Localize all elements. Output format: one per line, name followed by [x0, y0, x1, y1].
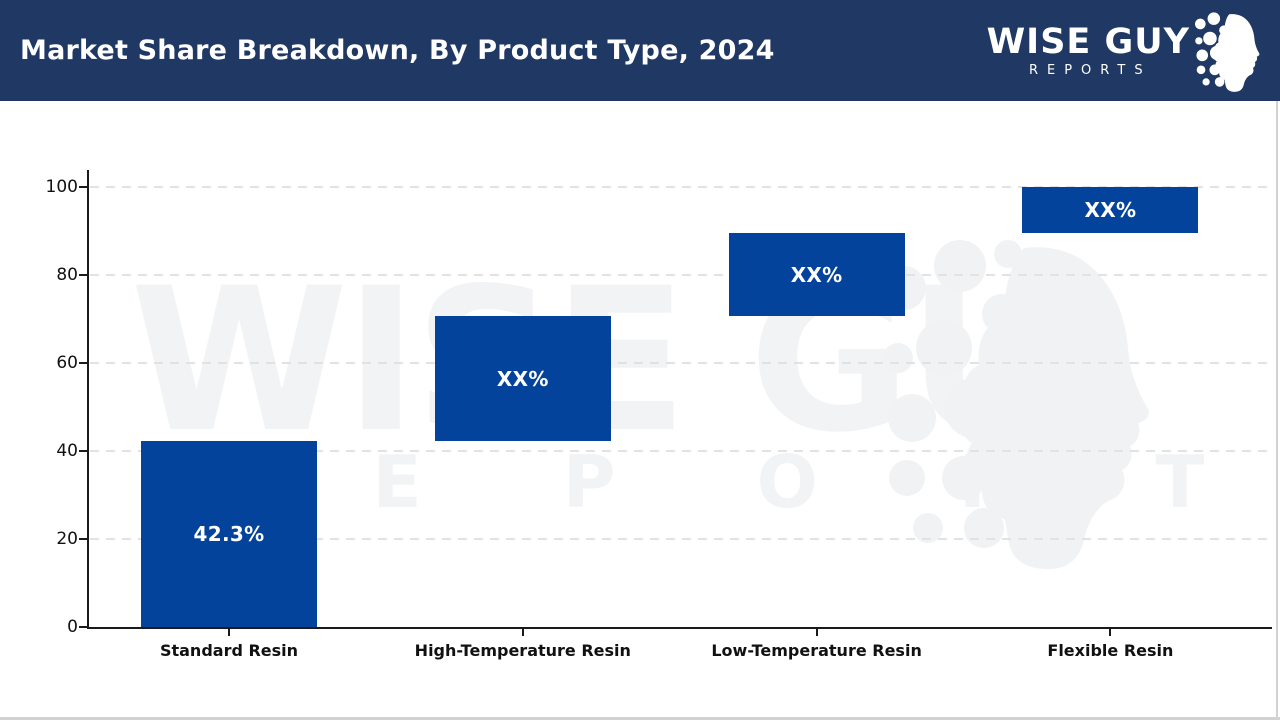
figure-right-border	[1276, 101, 1278, 720]
y-tick-label: 60	[56, 353, 78, 373]
x-tick-mark	[815, 629, 818, 636]
bar-flexible-resin: XX%	[1022, 187, 1199, 234]
y-tick-label: 20	[56, 529, 78, 549]
x-category-label: Standard Resin	[159, 641, 299, 660]
x-category-label: High-Temperature Resin	[414, 641, 631, 660]
y-tick-mark	[79, 186, 87, 188]
x-category-label: Low-Temperature Resin	[711, 641, 922, 660]
watermark-face-icon	[882, 240, 1149, 570]
bar-standard-resin: 42.3%	[141, 440, 317, 627]
y-tick-mark	[79, 626, 87, 628]
logo-face-icon	[1195, 12, 1260, 92]
bar-low-temperature-resin: XX%	[728, 233, 905, 317]
y-tick-label: 0	[67, 617, 78, 637]
gridline-y40	[90, 450, 1268, 452]
logo-text: WISE GUY REPORTS	[986, 22, 1190, 78]
y-tick-mark	[79, 362, 87, 364]
header: Market Share Breakdown, By Product Type,…	[0, 0, 1280, 101]
x-tick-mark	[1109, 629, 1112, 636]
y-tick-mark	[79, 538, 87, 540]
y-tick-label: 40	[56, 441, 78, 461]
figure-bottom-border	[0, 717, 1280, 720]
gridline-y100	[90, 186, 1268, 188]
gridline-y60	[90, 362, 1268, 364]
x-tick-mark	[521, 629, 524, 636]
y-tick-mark	[79, 274, 87, 276]
x-category-label: Flexible Resin	[1047, 641, 1174, 660]
bar-value-label: XX%	[496, 366, 549, 391]
y-tick-label: 100	[45, 177, 78, 197]
logo-subtext: REPORTS	[1028, 63, 1152, 78]
bar-high-temperature-resin: XX%	[434, 316, 611, 441]
bar-value-label: XX%	[1084, 198, 1137, 223]
logo: WISE GUY REPORTS	[987, 6, 1266, 96]
x-axis-line	[87, 627, 1272, 629]
y-axis-line	[87, 170, 89, 629]
gridline-y80	[90, 274, 1268, 276]
y-tick-label: 80	[56, 265, 78, 285]
page-title: Market Share Breakdown, By Product Type,…	[20, 35, 775, 66]
bar-value-label: XX%	[790, 262, 843, 287]
bar-value-label: 42.3%	[193, 521, 265, 546]
y-tick-mark	[79, 450, 87, 452]
x-tick-mark	[228, 629, 230, 636]
logo-wordmark: WISE GUY	[986, 22, 1190, 62]
gridline-y20	[90, 538, 1268, 540]
